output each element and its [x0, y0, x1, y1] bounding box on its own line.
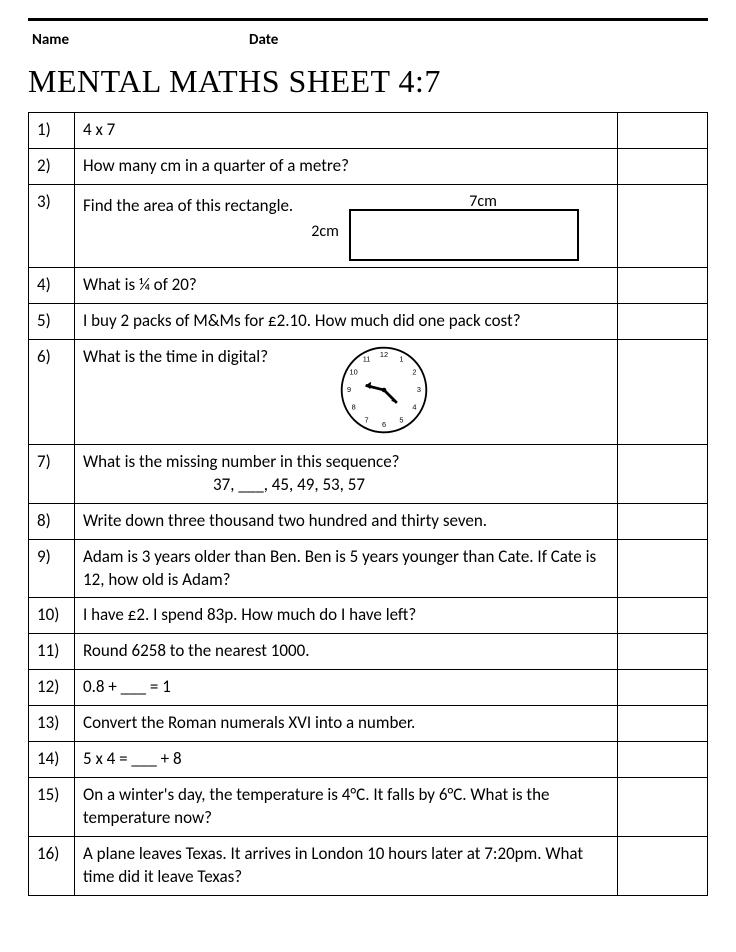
q-number: 2) [29, 148, 75, 184]
q-text: 4 x 7 [75, 113, 618, 149]
rect-height-label: 2cm [311, 221, 339, 243]
q-text: Find the area of this rectangle. [83, 195, 293, 218]
svg-text:6: 6 [382, 420, 386, 429]
svg-text:7: 7 [365, 415, 369, 424]
table-row: 16) A plane leaves Texas. It arrives in … [29, 837, 708, 896]
q-number: 8) [29, 503, 75, 539]
rectangle-figure: 7cm 2cm [349, 195, 579, 261]
q-text: Adam is 3 years older than Ben. Ben is 5… [75, 539, 618, 598]
q-number: 13) [29, 706, 75, 742]
answer-cell[interactable] [618, 184, 708, 267]
svg-text:2: 2 [412, 367, 416, 376]
answer-cell[interactable] [618, 339, 708, 444]
q-text: 0.8 + ___ = 1 [75, 670, 618, 706]
svg-text:4: 4 [412, 402, 416, 411]
answer-cell[interactable] [618, 778, 708, 837]
answer-cell[interactable] [618, 503, 708, 539]
table-row: 7) What is the missing number in this se… [29, 444, 708, 503]
clock-figure: 12 1 2 3 4 5 6 7 8 9 10 11 [338, 344, 430, 436]
svg-text:9: 9 [347, 385, 351, 394]
q-text: 5 x 4 = ___ + 8 [75, 742, 618, 778]
answer-cell[interactable] [618, 267, 708, 303]
q-text: What is ¼ of 20? [75, 267, 618, 303]
answer-cell[interactable] [618, 670, 708, 706]
q-text: I have £2. I spend 83p. How much do I ha… [75, 598, 618, 634]
answer-cell[interactable] [618, 303, 708, 339]
name-label: Name [32, 31, 69, 49]
answer-cell[interactable] [618, 598, 708, 634]
date-label: Date [249, 31, 278, 49]
table-row: 5) I buy 2 packs of M&Ms for £2.10. How … [29, 303, 708, 339]
q-number: 11) [29, 634, 75, 670]
svg-text:1: 1 [400, 354, 404, 363]
table-row: 4) What is ¼ of 20? [29, 267, 708, 303]
rect-width-label: 7cm [469, 191, 497, 213]
q-number: 16) [29, 837, 75, 896]
q-text-line2: 37, ___, 45, 49, 53, 57 [83, 474, 609, 497]
page-title: MENTAL MATHS SHEET 4:7 [28, 63, 708, 100]
answer-cell[interactable] [618, 113, 708, 149]
q-number: 6) [29, 339, 75, 444]
q-text: Write down three thousand two hundred an… [75, 503, 618, 539]
table-row: 3) Find the area of this rectangle. 7cm … [29, 184, 708, 267]
svg-text:3: 3 [417, 385, 421, 394]
table-row: 14) 5 x 4 = ___ + 8 [29, 742, 708, 778]
q-cell: Find the area of this rectangle. 7cm 2cm [75, 184, 618, 267]
table-row: 1) 4 x 7 [29, 113, 708, 149]
answer-cell[interactable] [618, 837, 708, 896]
answer-cell[interactable] [618, 634, 708, 670]
svg-text:5: 5 [400, 415, 404, 424]
q-cell: What is the time in digital? 12 1 2 3 4 … [75, 339, 618, 444]
svg-text:8: 8 [352, 402, 356, 411]
table-row: 8) Write down three thousand two hundred… [29, 503, 708, 539]
answer-cell[interactable] [618, 148, 708, 184]
q-number: 14) [29, 742, 75, 778]
q-text: What is the missing number in this seque… [83, 451, 400, 472]
svg-text:11: 11 [363, 354, 371, 363]
rectangle-box [349, 209, 579, 261]
q-cell: What is the missing number in this seque… [75, 444, 618, 503]
q-number: 9) [29, 539, 75, 598]
q-number: 4) [29, 267, 75, 303]
q-text: How many cm in a quarter of a metre? [75, 148, 618, 184]
q-number: 5) [29, 303, 75, 339]
q-number: 15) [29, 778, 75, 837]
q-number: 1) [29, 113, 75, 149]
q-number: 10) [29, 598, 75, 634]
svg-text:10: 10 [350, 367, 358, 376]
q-number: 7) [29, 444, 75, 503]
q-text: I buy 2 packs of M&Ms for £2.10. How muc… [75, 303, 618, 339]
table-row: 11) Round 6258 to the nearest 1000. [29, 634, 708, 670]
answer-cell[interactable] [618, 742, 708, 778]
table-row: 6) What is the time in digital? 12 1 2 3… [29, 339, 708, 444]
header-line: Name Date [28, 31, 708, 49]
table-row: 9) Adam is 3 years older than Ben. Ben i… [29, 539, 708, 598]
table-row: 12) 0.8 + ___ = 1 [29, 670, 708, 706]
q-text: What is the time in digital? [83, 346, 268, 369]
q-text: Round 6258 to the nearest 1000. [75, 634, 618, 670]
svg-text:12: 12 [380, 350, 388, 359]
answer-cell[interactable] [618, 539, 708, 598]
answer-cell[interactable] [618, 444, 708, 503]
q-number: 12) [29, 670, 75, 706]
q-number: 3) [29, 184, 75, 267]
table-row: 2) How many cm in a quarter of a metre? [29, 148, 708, 184]
q-text: A plane leaves Texas. It arrives in Lond… [75, 837, 618, 896]
table-row: 10) I have £2. I spend 83p. How much do … [29, 598, 708, 634]
table-row: 13) Convert the Roman numerals XVI into … [29, 706, 708, 742]
top-rule [28, 18, 708, 21]
answer-cell[interactable] [618, 706, 708, 742]
q-text: On a winter's day, the temperature is 4°… [75, 778, 618, 837]
table-row: 15) On a winter's day, the temperature i… [29, 778, 708, 837]
q-text: Convert the Roman numerals XVI into a nu… [75, 706, 618, 742]
questions-table: 1) 4 x 7 2) How many cm in a quarter of … [28, 112, 708, 896]
